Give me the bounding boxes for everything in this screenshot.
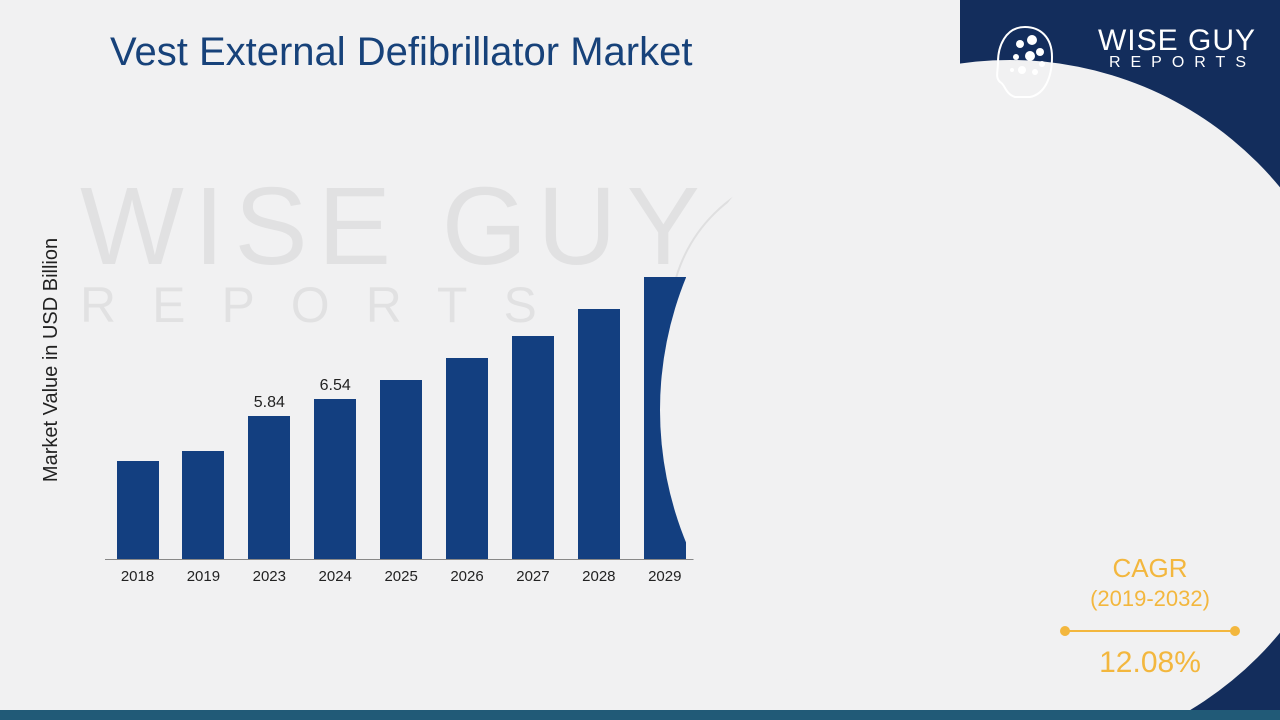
page-root: WISE GUY REPORTS Vest External Defibrill… bbox=[0, 0, 1280, 720]
x-tick-label: 2028 bbox=[566, 568, 631, 585]
x-tick-label: 2024 bbox=[303, 568, 368, 585]
bar-rect bbox=[182, 451, 224, 559]
right-panel-content: WISE GUY REPORTS CAGR (2019-2032) 12.08% bbox=[960, 0, 1280, 720]
bar-rect bbox=[314, 399, 356, 559]
bar-2019: 2019 bbox=[171, 451, 236, 559]
cagr-range: (2019-2032) bbox=[1020, 586, 1280, 612]
cagr-block: CAGR (2019-2032) 12.08% bbox=[1020, 553, 1280, 680]
bar-rect bbox=[248, 416, 290, 559]
x-tick-label: 2023 bbox=[237, 568, 302, 585]
bar-2027: 2027 bbox=[500, 336, 565, 559]
bar-rect bbox=[578, 309, 620, 559]
bar-2018: 2018 bbox=[105, 461, 170, 559]
chart-title: Vest External Defibrillator Market bbox=[110, 30, 692, 75]
x-tick-label: 2026 bbox=[435, 568, 500, 585]
cagr-divider bbox=[1065, 630, 1235, 632]
y-axis-label: Market Value in USD Billion bbox=[40, 238, 63, 482]
bar-rect bbox=[512, 336, 554, 559]
bar-2023: 5.842023 bbox=[237, 416, 302, 559]
x-tick-label: 2019 bbox=[171, 568, 236, 585]
brand-head-icon bbox=[990, 22, 1060, 102]
x-tick-label: 2029 bbox=[632, 568, 697, 585]
bar-rect bbox=[380, 380, 422, 559]
x-tick-label: 2027 bbox=[500, 568, 565, 585]
bar-2026: 2026 bbox=[435, 358, 500, 559]
brand-subtitle: REPORTS bbox=[1098, 54, 1256, 72]
bottom-accent-bar bbox=[0, 710, 1280, 720]
cagr-title: CAGR bbox=[1020, 553, 1280, 584]
bar-rect bbox=[446, 358, 488, 559]
cagr-value: 12.08% bbox=[1020, 646, 1280, 680]
bar-rect bbox=[117, 461, 159, 559]
bar-value-label: 6.54 bbox=[303, 377, 368, 395]
x-tick-label: 2025 bbox=[369, 568, 434, 585]
bar-value-label: 5.84 bbox=[237, 394, 302, 412]
bar-2024: 6.542024 bbox=[303, 399, 368, 559]
brand-block: WISE GUY REPORTS bbox=[1098, 24, 1256, 72]
bar-2028: 2028 bbox=[566, 309, 631, 559]
x-tick-label: 2018 bbox=[105, 568, 170, 585]
bar-2025: 2025 bbox=[369, 380, 434, 559]
brand-name: WISE GUY bbox=[1098, 24, 1256, 58]
